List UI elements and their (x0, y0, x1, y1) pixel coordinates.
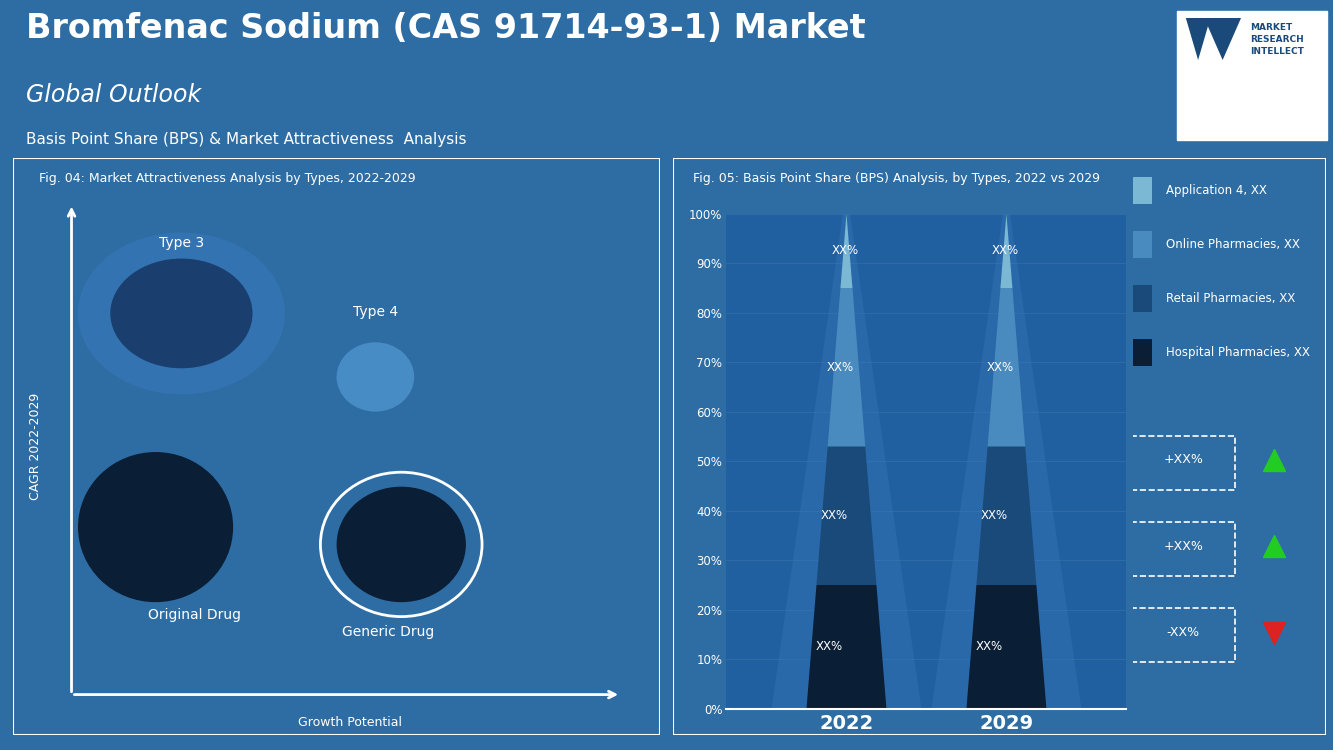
Text: Fig. 05: Basis Point Share (BPS) Analysis, by Types, 2022 vs 2029: Fig. 05: Basis Point Share (BPS) Analysi… (693, 172, 1100, 185)
Text: Original Drug: Original Drug (148, 608, 241, 622)
Text: Generic Drug: Generic Drug (343, 626, 435, 639)
Ellipse shape (337, 342, 415, 412)
Text: MARKET
RESEARCH
INTELLECT: MARKET RESEARCH INTELLECT (1250, 22, 1304, 56)
Text: XX%: XX% (992, 244, 1018, 257)
Polygon shape (828, 288, 865, 446)
Text: XX%: XX% (986, 361, 1014, 374)
Text: Retail Pharmacies, XX: Retail Pharmacies, XX (1166, 292, 1296, 305)
Text: Bromfenac Sodium (CAS 91714-93-1) Market: Bromfenac Sodium (CAS 91714-93-1) Market (25, 12, 865, 45)
Text: Fig. 04: Market Attractiveness Analysis by Types, 2022-2029: Fig. 04: Market Attractiveness Analysis … (39, 172, 416, 185)
Polygon shape (988, 288, 1025, 446)
Polygon shape (841, 214, 853, 288)
Bar (1133, 285, 1152, 312)
Polygon shape (1204, 18, 1241, 60)
Text: XX%: XX% (976, 640, 1002, 653)
Text: Global Outlook: Global Outlook (25, 82, 201, 106)
Text: Growth Potential: Growth Potential (297, 716, 401, 729)
Text: -XX%: -XX% (1166, 626, 1200, 639)
Polygon shape (772, 189, 921, 709)
Ellipse shape (111, 259, 252, 368)
Text: Basis Point Share (BPS) & Market Attractiveness  Analysis: Basis Point Share (BPS) & Market Attract… (25, 132, 467, 147)
FancyBboxPatch shape (1177, 10, 1326, 140)
Text: Type 4: Type 4 (353, 305, 399, 320)
Bar (1133, 339, 1152, 366)
Polygon shape (966, 585, 1046, 709)
Text: XX%: XX% (826, 361, 854, 374)
Text: XX%: XX% (981, 509, 1008, 522)
Text: Hospital Pharmacies, XX: Hospital Pharmacies, XX (1166, 346, 1310, 359)
Text: +XX%: +XX% (1164, 454, 1204, 466)
Text: Type 3: Type 3 (159, 236, 204, 250)
Polygon shape (1000, 214, 1013, 288)
Text: CAGR 2022-2029: CAGR 2022-2029 (29, 393, 43, 500)
Text: XX%: XX% (832, 244, 858, 257)
Text: XX%: XX% (816, 640, 842, 653)
Ellipse shape (79, 452, 233, 602)
Ellipse shape (79, 232, 285, 394)
Polygon shape (932, 189, 1081, 709)
Text: XX%: XX% (821, 509, 848, 522)
Polygon shape (976, 446, 1037, 585)
Polygon shape (806, 585, 886, 709)
Polygon shape (816, 446, 877, 585)
Text: +XX%: +XX% (1164, 540, 1204, 553)
Text: Application 4, XX: Application 4, XX (1166, 184, 1266, 197)
Bar (1133, 177, 1152, 204)
Text: Online Pharmacies, XX: Online Pharmacies, XX (1166, 238, 1300, 251)
Ellipse shape (336, 487, 467, 602)
Bar (1133, 231, 1152, 258)
Polygon shape (1186, 18, 1210, 60)
